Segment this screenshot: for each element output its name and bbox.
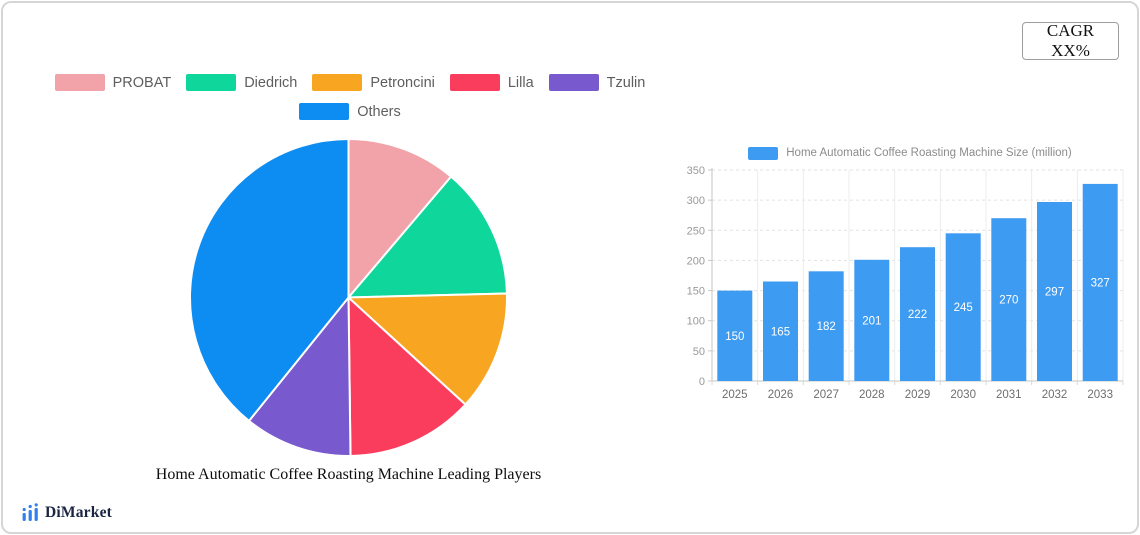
- y-axis-tick-label: 300: [687, 195, 705, 207]
- bar-value-label: 150: [725, 331, 744, 343]
- x-axis-tick-label: 2033: [1087, 389, 1113, 401]
- y-axis-tick-label: 0: [699, 376, 705, 388]
- bar-2030[interactable]: [945, 233, 981, 381]
- y-axis-tick-label: 50: [693, 346, 705, 358]
- brand-name: DiMarket: [45, 503, 113, 521]
- legend-item-petroncini[interactable]: Petroncini: [312, 74, 435, 91]
- x-axis-tick-label: 2030: [950, 389, 976, 401]
- legend-item-others[interactable]: Others: [299, 103, 401, 120]
- pie-slice-others[interactable]: [189, 138, 350, 422]
- x-axis-tick-label: 2027: [813, 389, 839, 401]
- bar-value-label: 201: [862, 315, 881, 327]
- bar-value-label: 222: [908, 309, 927, 321]
- legend-swatch: [54, 74, 105, 91]
- legend-swatch: [299, 103, 350, 120]
- bar-2025[interactable]: [717, 290, 753, 381]
- legend-item-probat[interactable]: PROBAT: [54, 74, 172, 91]
- y-axis-tick-label: 350: [687, 166, 705, 177]
- pie-slice-lilla[interactable]: [347, 296, 467, 457]
- pie-slice-probat[interactable]: [347, 138, 453, 299]
- legend-label: Tzulin: [606, 74, 646, 91]
- bar-chart-section: Home Automatic Coffee Roasting Machine S…: [685, 143, 1135, 418]
- bar-value-label: 297: [1045, 287, 1064, 299]
- cagr-button[interactable]: CAGR XX%: [1022, 21, 1119, 60]
- pie-slice-petroncini[interactable]: [347, 292, 508, 406]
- bar-2032[interactable]: [1037, 202, 1072, 381]
- pie-slice-tzulin[interactable]: [248, 296, 352, 457]
- bar-value-label: 182: [817, 321, 836, 333]
- x-axis-tick-label: 2026: [768, 389, 794, 401]
- brand-logo[interactable]: DiMarket: [22, 503, 112, 522]
- bar-2029[interactable]: [900, 247, 935, 381]
- legend-swatch: [186, 74, 237, 91]
- bar-chart-logo-icon: [22, 503, 38, 521]
- legend-item-diedrich[interactable]: Diedrich: [186, 74, 297, 91]
- y-axis-tick-label: 200: [687, 255, 705, 267]
- pie-chart: [189, 138, 508, 457]
- bar-legend-swatch: [748, 146, 779, 160]
- pie-chart-title: Home Automatic Coffee Roasting Machine L…: [155, 466, 542, 483]
- bar-2033[interactable]: [1082, 183, 1118, 381]
- pie-slice-diedrich[interactable]: [347, 175, 508, 299]
- bar-2031[interactable]: [991, 218, 1027, 381]
- bar-value-label: 245: [954, 302, 973, 314]
- bar-legend-item[interactable]: Home Automatic Coffee Roasting Machine S…: [685, 143, 1135, 163]
- legend-label: Others: [357, 103, 401, 120]
- legend-swatch: [312, 74, 363, 91]
- x-axis-tick-label: 2032: [1042, 389, 1068, 401]
- x-axis-tick-label: 2029: [905, 389, 931, 401]
- legend-row: PROBAT Diedrich Petroncini Lilla Tzulin: [30, 74, 670, 91]
- bar-2028[interactable]: [854, 259, 890, 381]
- legend-item-tzulin[interactable]: Tzulin: [548, 74, 646, 91]
- legend-label: Diedrich: [244, 74, 298, 91]
- x-axis-tick-label: 2028: [859, 389, 885, 401]
- bar-value-label: 165: [771, 326, 790, 338]
- bar-2026[interactable]: [763, 281, 798, 382]
- legend-label: Petroncini: [370, 74, 435, 91]
- x-axis-tick-label: 2031: [996, 389, 1022, 401]
- pie-legend: PROBAT Diedrich Petroncini Lilla Tzulin Other…: [30, 74, 670, 132]
- legend-item-lilla[interactable]: Lilla: [449, 74, 534, 91]
- legend-swatch: [548, 74, 599, 91]
- legend-row: Others: [30, 103, 670, 120]
- legend-label: PROBAT: [112, 74, 172, 91]
- bar-value-label: 270: [999, 295, 1018, 307]
- bar-2027[interactable]: [808, 271, 844, 381]
- y-axis-tick-label: 250: [687, 225, 705, 237]
- legend-label: Lilla: [507, 74, 534, 91]
- bar-legend-label: Home Automatic Coffee Roasting Machine S…: [786, 147, 1072, 159]
- bar-value-label: 327: [1091, 277, 1110, 289]
- bar-chart: 0 50 100 150 200 250 300 350 150 2025 165 2026 182 20…: [687, 166, 1124, 401]
- y-axis-tick-label: 150: [687, 286, 705, 298]
- legend-swatch: [449, 74, 500, 91]
- y-axis-tick-label: 100: [687, 316, 705, 328]
- x-axis-tick-label: 2025: [722, 389, 748, 401]
